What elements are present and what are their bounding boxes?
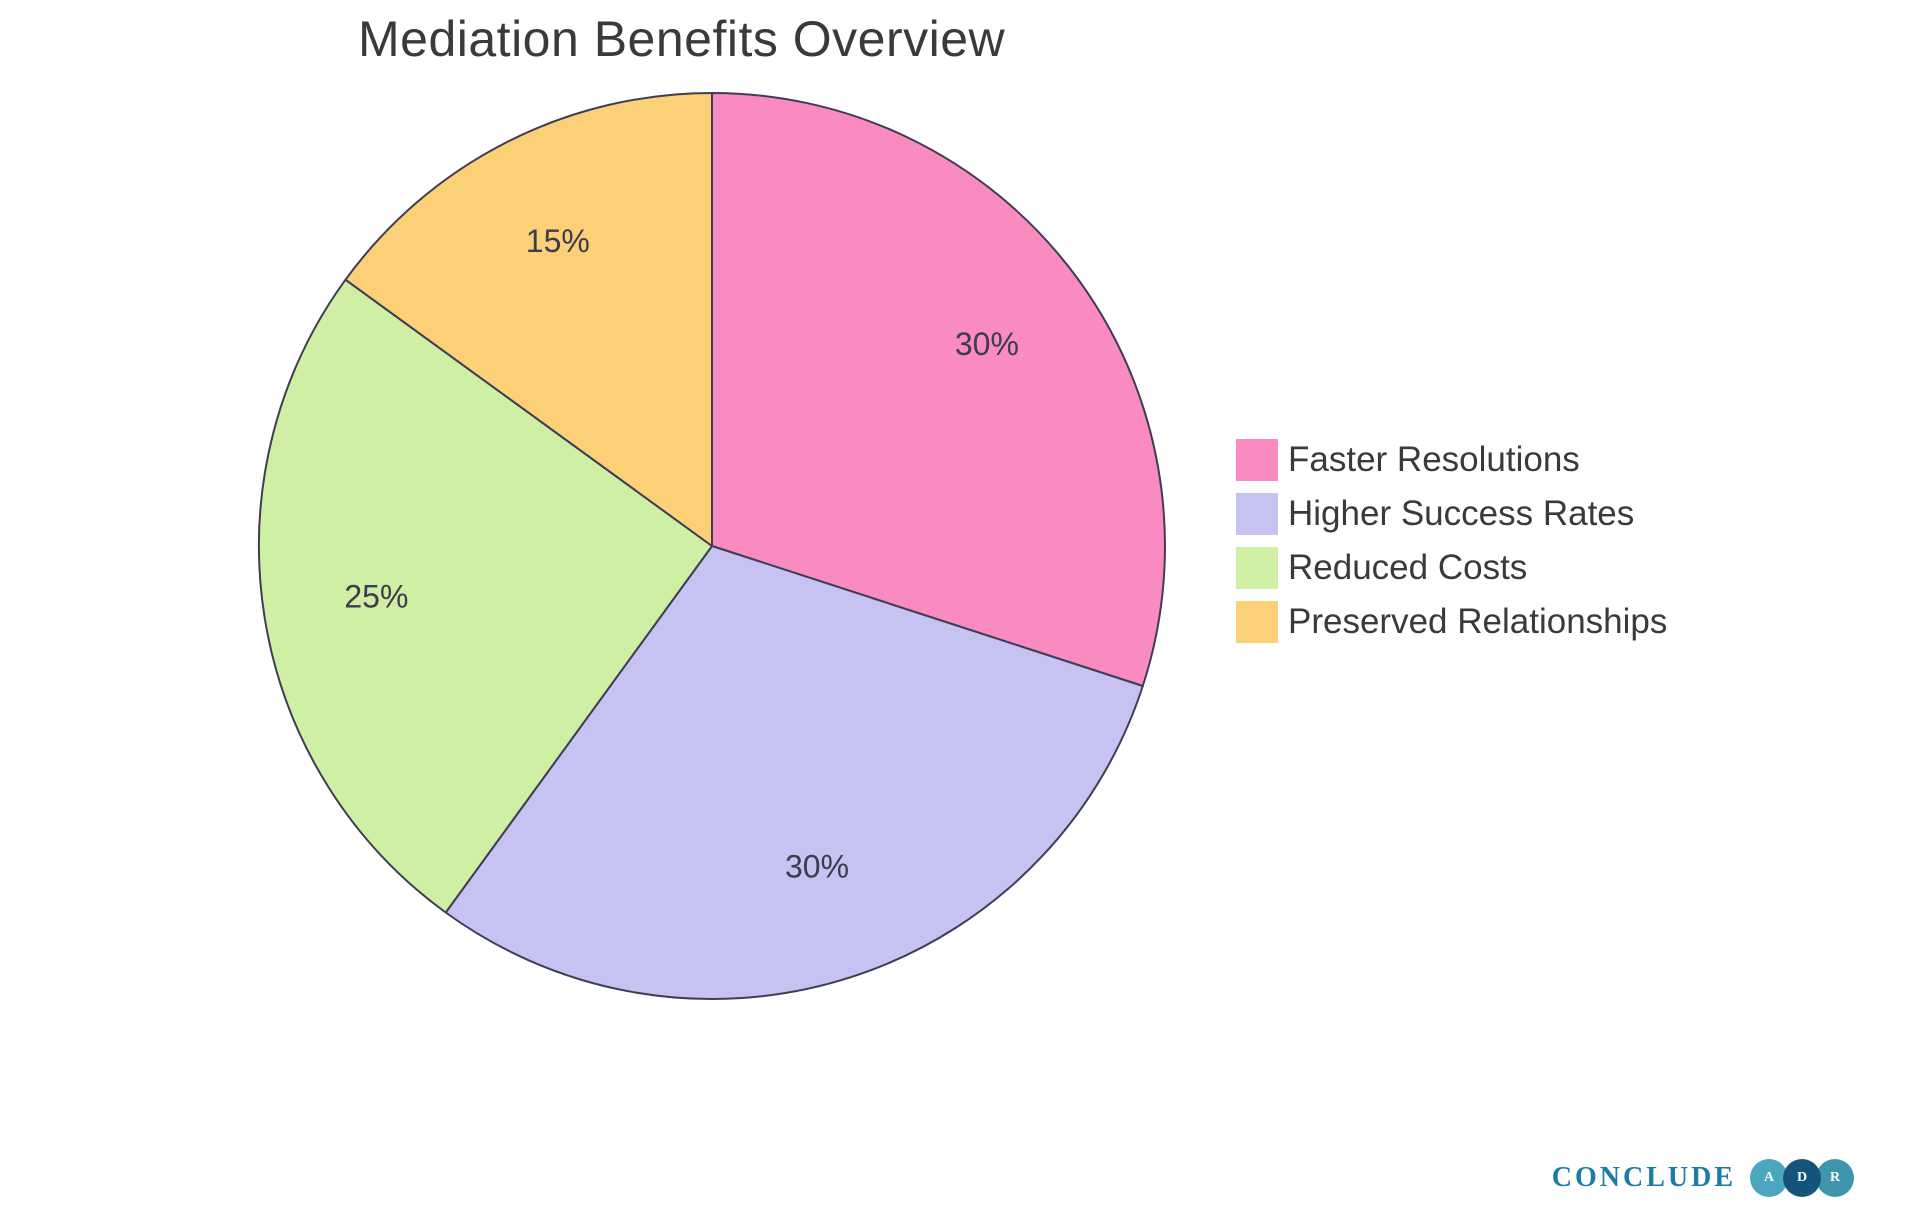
pie-slice-3[interactable] xyxy=(344,92,713,547)
legend-swatch-faster-resolutions xyxy=(1236,439,1278,481)
legend-label-higher-success-rates: Higher Success Rates xyxy=(1288,494,1635,533)
legend-label-preserved-relationships: Preserved Relationships xyxy=(1288,602,1668,641)
legend-label-faster-resolutions: Faster Resolutions xyxy=(1288,440,1580,479)
chart-title: Mediation Benefits Overview xyxy=(358,11,1006,67)
adr-badges: A D R xyxy=(1750,1159,1854,1197)
slice-value-label-0: 30% xyxy=(955,326,1019,362)
pie-slice-2[interactable] xyxy=(258,278,713,914)
pie-slice-0[interactable] xyxy=(711,92,1166,687)
legend-item-reduced-costs[interactable]: Reduced Costs xyxy=(1236,541,1667,595)
conclude-wordmark: CONCLUDE xyxy=(1551,1162,1736,1193)
legend-item-faster-resolutions[interactable]: Faster Resolutions xyxy=(1236,433,1667,487)
slice-value-label-1: 30% xyxy=(785,849,849,885)
legend-swatch-preserved-relationships xyxy=(1236,601,1278,643)
legend-label-reduced-costs: Reduced Costs xyxy=(1288,548,1528,587)
adr-badge-r: R xyxy=(1816,1159,1854,1197)
adr-badge-d: D xyxy=(1783,1159,1821,1197)
legend-swatch-higher-success-rates xyxy=(1236,493,1278,535)
slice-value-label-2: 25% xyxy=(344,579,408,615)
legend: Faster Resolutions Higher Success Rates … xyxy=(1236,433,1667,649)
slice-value-label-3: 15% xyxy=(526,223,590,259)
pie-slice-1[interactable] xyxy=(444,545,1144,1000)
conclude-adr-logo[interactable]: CONCLUDE A D R xyxy=(1552,1159,1854,1197)
legend-item-higher-success-rates[interactable]: Higher Success Rates xyxy=(1236,487,1667,541)
legend-swatch-reduced-costs xyxy=(1236,547,1278,589)
legend-item-preserved-relationships[interactable]: Preserved Relationships xyxy=(1236,595,1667,649)
adr-badge-a: A xyxy=(1750,1159,1788,1197)
